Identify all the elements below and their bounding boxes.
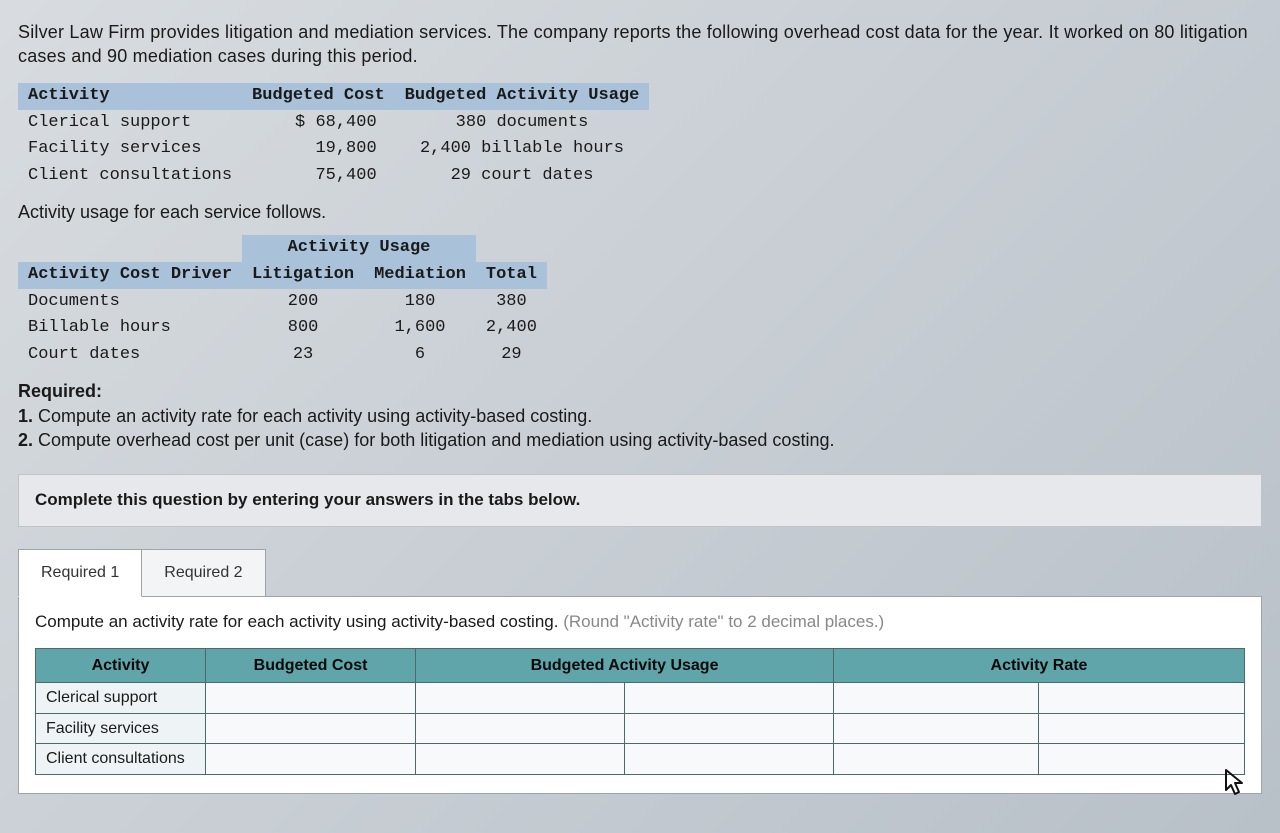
cell: 380	[476, 289, 547, 316]
ans-rate-input[interactable]	[844, 748, 1029, 769]
ans-usage-qty-input[interactable]	[426, 687, 614, 708]
t2-hdr-lit: Litigation	[242, 262, 364, 289]
t1-hdr-cost: Budgeted Cost	[242, 83, 395, 110]
problem-intro: Silver Law Firm provides litigation and …	[18, 20, 1262, 69]
t1-hdr-usage: Budgeted Activity Usage	[395, 83, 650, 110]
cell: $ 68,400	[242, 110, 395, 137]
ans-usage-qty-input[interactable]	[426, 748, 614, 769]
t2-hdr-med: Mediation	[364, 262, 476, 289]
t1-hdr-activity: Activity	[18, 83, 242, 110]
cell: 800	[242, 315, 364, 342]
panel-hint: Compute an activity rate for each activi…	[35, 611, 1245, 634]
table-row: Court dates 23 6 29	[18, 342, 547, 369]
cell: 180	[364, 289, 476, 316]
req-num-1: 1.	[18, 406, 33, 426]
t2-superheader: Activity Usage	[242, 235, 476, 262]
ans-cost-input[interactable]	[216, 748, 405, 769]
overhead-cost-table: Activity Budgeted Cost Budgeted Activity…	[18, 83, 649, 191]
panel-hint-muted: (Round "Activity rate" to 2 decimal plac…	[563, 612, 884, 631]
table-row: Facility services	[36, 713, 1245, 744]
cell: Clerical support	[18, 110, 242, 137]
cell: 2,400	[476, 315, 547, 342]
ans-hdr-activity: Activity	[36, 648, 206, 683]
cell: Billable hours	[18, 315, 242, 342]
ans-usage-qty-input[interactable]	[426, 718, 614, 739]
cell: 29	[476, 342, 547, 369]
usage-intro: Activity usage for each service follows.	[18, 200, 1262, 224]
ans-rate-input[interactable]	[844, 718, 1029, 739]
t2-hdr-tot: Total	[476, 262, 547, 289]
cell: 200	[242, 289, 364, 316]
ans-cost-input[interactable]	[216, 718, 405, 739]
cell: 2,400 billable hours	[395, 136, 650, 163]
req-num-2: 2.	[18, 430, 33, 450]
ans-rate-input[interactable]	[844, 687, 1029, 708]
req-item-1: Compute an activity rate for each activi…	[38, 406, 592, 426]
ans-rate-unit-input[interactable]	[1049, 748, 1234, 769]
ans-row-label: Clerical support	[36, 683, 206, 714]
table-row: Billable hours 800 1,600 2,400	[18, 315, 547, 342]
ans-usage-unit-input[interactable]	[635, 687, 823, 708]
cell: Facility services	[18, 136, 242, 163]
answer-table: Activity Budgeted Cost Budgeted Activity…	[35, 648, 1245, 775]
ans-row-label: Facility services	[36, 713, 206, 744]
instruction-box: Complete this question by entering your …	[18, 474, 1262, 527]
ans-usage-unit-input[interactable]	[635, 718, 823, 739]
table-row: Documents 200 180 380	[18, 289, 547, 316]
ans-hdr-usage: Budgeted Activity Usage	[416, 648, 834, 683]
cell: Documents	[18, 289, 242, 316]
activity-usage-table: Activity Usage Activity Cost Driver Liti…	[18, 235, 547, 370]
cell: 6	[364, 342, 476, 369]
ans-rate-unit-input[interactable]	[1049, 718, 1234, 739]
table-row: Client consultations	[36, 744, 1245, 775]
table-row: Facility services 19,800 2,400 billable …	[18, 136, 649, 163]
ans-row-label: Client consultations	[36, 744, 206, 775]
cell: 1,600	[364, 315, 476, 342]
ans-usage-unit-input[interactable]	[635, 748, 823, 769]
cell: 380 documents	[395, 110, 650, 137]
ans-cost-input[interactable]	[216, 687, 405, 708]
cell: Court dates	[18, 342, 242, 369]
required-block: Required: 1. Compute an activity rate fo…	[18, 379, 1262, 452]
table-row: Client consultations 75,400 29 court dat…	[18, 163, 649, 190]
cell: 19,800	[242, 136, 395, 163]
panel-text: Compute an activity rate for each activi…	[35, 612, 563, 631]
ans-rate-unit-input[interactable]	[1049, 687, 1234, 708]
tab-required-2[interactable]: Required 2	[141, 549, 265, 597]
cell: 29 court dates	[395, 163, 650, 190]
tab-required-1[interactable]: Required 1	[18, 549, 142, 597]
table-row: Clerical support $ 68,400 380 documents	[18, 110, 649, 137]
req-item-2: Compute overhead cost per unit (case) fo…	[38, 430, 834, 450]
ans-hdr-cost: Budgeted Cost	[206, 648, 416, 683]
t2-hdr-driver: Activity Cost Driver	[18, 262, 242, 289]
cell: 75,400	[242, 163, 395, 190]
tabs: Required 1 Required 2	[18, 549, 1262, 597]
tab-panel-required-1: Compute an activity rate for each activi…	[18, 596, 1262, 794]
ans-hdr-rate: Activity Rate	[833, 648, 1244, 683]
cell: Client consultations	[18, 163, 242, 190]
cell: 23	[242, 342, 364, 369]
required-heading: Required:	[18, 381, 102, 401]
table-row: Clerical support	[36, 683, 1245, 714]
